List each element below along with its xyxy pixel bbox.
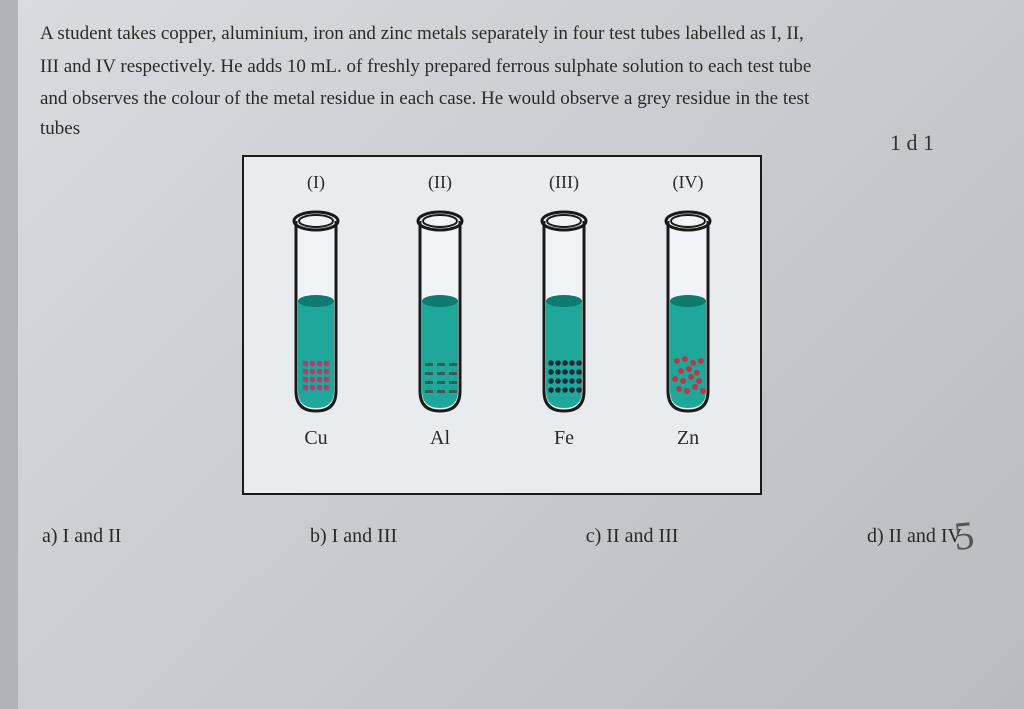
handwritten-mark: 5 xyxy=(952,511,976,560)
tube-roman-label: (III) xyxy=(549,172,579,193)
test-tube-icon xyxy=(653,201,723,421)
tube-element-label: Fe xyxy=(554,427,574,450)
page-edge xyxy=(0,0,18,709)
tube-roman-label: (IV) xyxy=(673,172,704,193)
tube-roman-label: (I) xyxy=(307,172,325,193)
tube-group-1: (I) Cu xyxy=(261,172,371,450)
tube-element-label: Zn xyxy=(677,427,699,450)
question-line-4: tubes xyxy=(40,118,964,140)
question-line-1: A student takes copper, aluminium, iron … xyxy=(40,20,940,49)
option-a: a) I and II xyxy=(42,525,121,548)
test-tubes-diagram: (I) Cu(II) Al(III) xyxy=(242,155,762,495)
option-b: b) I and III xyxy=(310,525,397,548)
test-tube-icon xyxy=(529,201,599,421)
tube-element-label: Cu xyxy=(304,427,327,450)
test-tube-icon xyxy=(405,201,475,421)
option-c: c) II and III xyxy=(586,525,679,548)
test-tube-icon xyxy=(281,201,351,421)
option-d: d) II and IV xyxy=(867,525,962,548)
tube-group-4: (IV) Zn xyxy=(633,172,743,450)
tube-element-label: Al xyxy=(430,427,450,450)
tube-roman-label: (II) xyxy=(428,172,452,193)
tube-group-3: (III) Fe xyxy=(509,172,619,450)
question-line-2: III and IV respectively. He adds 10 mL. … xyxy=(40,53,940,82)
tube-group-2: (II) Al xyxy=(385,172,495,450)
mark-annotation: 1 d 1 xyxy=(890,130,934,156)
question-line-3: and observes the colour of the metal res… xyxy=(40,85,940,114)
answer-options: a) I and II b) I and III c) II and III d… xyxy=(42,525,962,548)
